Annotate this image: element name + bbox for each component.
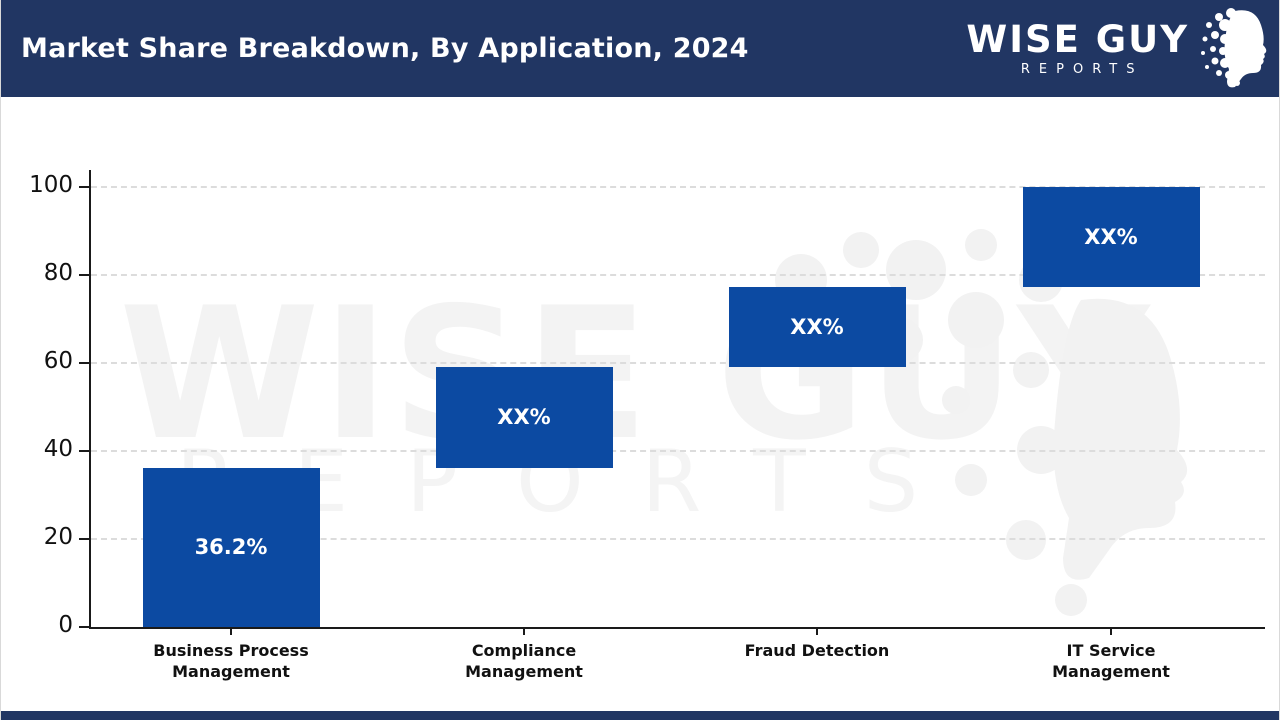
x-tickmark-3 — [1110, 627, 1112, 635]
x-category-label-1: Compliance Management — [465, 641, 583, 681]
header-bar: Market Share Breakdown, By Application, … — [1, 0, 1279, 97]
logo-wordmark: WISE GUY — [966, 17, 1189, 61]
footer-bar — [1, 711, 1279, 720]
x-category-label-0: Business Process Management — [153, 641, 309, 681]
x-axis-line — [89, 627, 1265, 629]
y-tickmark-100 — [79, 186, 89, 188]
y-tickmark-40 — [79, 450, 89, 452]
y-tick-label-20: 20 — [43, 524, 73, 550]
y-tickmark-0 — [79, 626, 89, 628]
y-tickmark-60 — [79, 362, 89, 364]
gridline-40 — [91, 450, 1265, 452]
gridline-100 — [91, 186, 1265, 188]
bar-1: XX% — [435, 366, 613, 468]
bar-value-label: XX% — [497, 405, 551, 430]
bar-3: XX% — [1022, 187, 1200, 287]
y-tick-label-100: 100 — [29, 172, 73, 198]
bar-value-label: XX% — [1084, 224, 1138, 249]
x-category-label-3: IT Service Management — [1052, 641, 1170, 681]
y-tickmark-80 — [79, 274, 89, 276]
bar-value-label: XX% — [790, 314, 844, 339]
y-tick-label-80: 80 — [43, 260, 73, 286]
gridline-60 — [91, 362, 1265, 364]
wiseguy-head-icon — [1191, 5, 1267, 93]
y-tickmark-20 — [79, 538, 89, 540]
page-title: Market Share Breakdown, By Application, … — [21, 33, 749, 64]
bar-value-label: 36.2% — [194, 535, 268, 560]
y-tick-label-60: 60 — [43, 348, 73, 374]
x-tickmark-1 — [523, 627, 525, 635]
bar-2: XX% — [728, 286, 906, 367]
gridline-80 — [91, 274, 1265, 276]
y-axis-line — [89, 170, 91, 629]
y-tick-label-0: 0 — [58, 612, 73, 638]
y-tick-label-40: 40 — [43, 436, 73, 462]
bar-0: 36.2% — [142, 467, 320, 627]
x-tickmark-0 — [230, 627, 232, 635]
x-category-label-2: Fraud Detection — [744, 641, 890, 660]
x-tickmark-2 — [816, 627, 818, 635]
logo-subtext: REPORTS — [1020, 61, 1144, 77]
wiseguy-logo: WISE GUY REPORTS — [966, 5, 1279, 93]
plot-area: 0 20 40 60 80 100 36.2% XX% XX% XX% Business Pro… — [1, 97, 1279, 714]
gridline-20 — [91, 538, 1265, 540]
